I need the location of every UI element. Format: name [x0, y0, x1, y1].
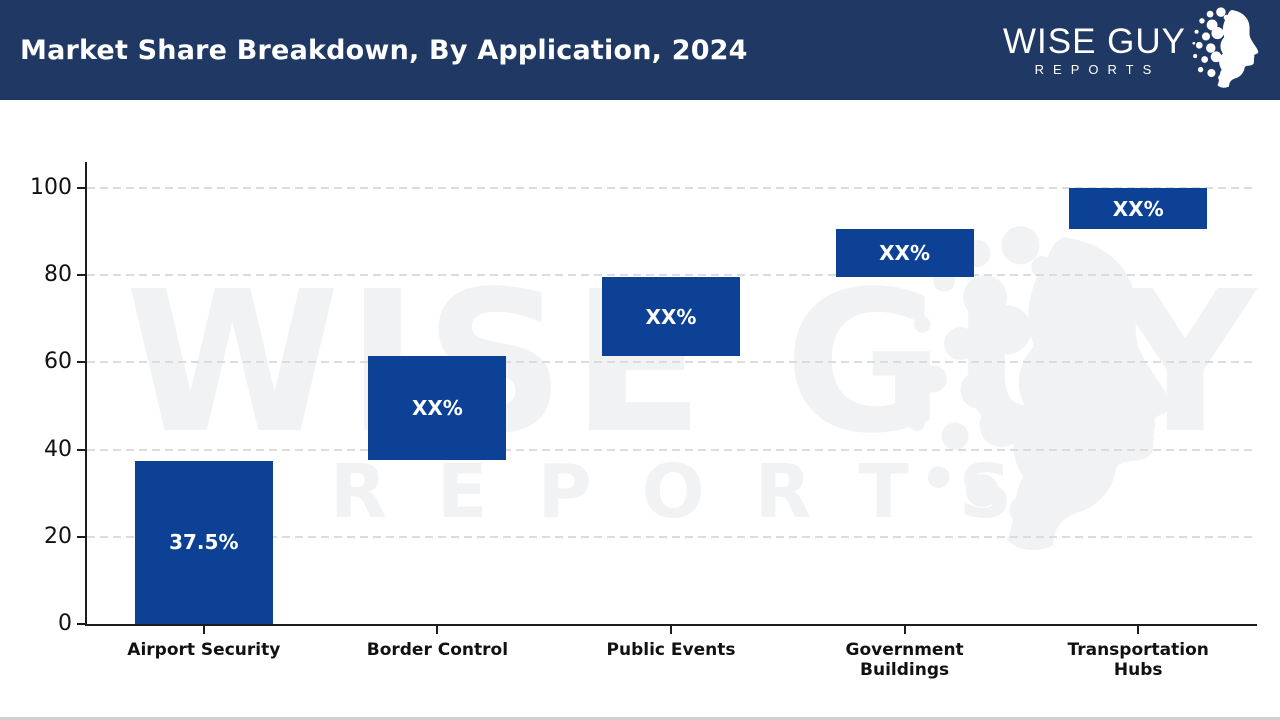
- bar-value-label-airport-security: 37.5%: [169, 530, 239, 555]
- x-label-transportation-hubs: Transportation Hubs: [1067, 640, 1209, 680]
- logo-text: WISE GUY REPORTS: [1003, 24, 1186, 76]
- y-tick-label-100: 100: [30, 175, 72, 200]
- y-tick-20: [77, 535, 85, 538]
- y-tick-label-0: 0: [58, 611, 72, 636]
- x-label-government-buildings: Government Buildings: [845, 640, 964, 680]
- y-tick-0: [77, 623, 85, 625]
- y-tick-100: [77, 187, 85, 189]
- gridline-20: [87, 535, 1255, 538]
- bar-transportation-hubs: XX%: [1069, 188, 1208, 230]
- gridline-80: [87, 274, 1255, 277]
- logo-sub-text: REPORTS: [1034, 62, 1161, 77]
- header-band: Market Share Breakdown, By Application, …: [0, 0, 1280, 100]
- y-tick-60: [77, 361, 85, 364]
- logo-head-profile-icon: [1192, 7, 1259, 88]
- bar-government-buildings: XX%: [835, 229, 974, 278]
- x-tick-border-control: [436, 626, 439, 634]
- watermark-sub-text: REPORTS: [330, 449, 1063, 535]
- bar-airport-security: 37.5%: [134, 460, 273, 624]
- x-tick-transportation-hubs: [1137, 626, 1140, 634]
- bar-value-label-government-buildings: XX%: [879, 241, 931, 266]
- y-tick-40: [77, 448, 85, 451]
- x-axis-line: [85, 624, 1257, 626]
- page-title: Market Share Breakdown, By Application, …: [20, 34, 748, 66]
- logo-brand-text: WISE GUY: [1002, 22, 1186, 61]
- y-tick-label-60: 60: [44, 349, 72, 375]
- x-tick-public-events: [670, 626, 672, 634]
- y-tick-80: [77, 274, 85, 277]
- bar-border-control: XX%: [368, 355, 507, 461]
- bar-public-events: XX%: [602, 277, 740, 356]
- y-tick-label-80: 80: [44, 262, 72, 288]
- x-label-border-control: Border Control: [366, 640, 509, 660]
- x-tick-government-buildings: [903, 626, 906, 634]
- x-label-public-events: Public Events: [606, 640, 736, 660]
- wise-guy-reports-logo: WISE GUY REPORTS: [1003, 4, 1266, 96]
- y-tick-label-20: 20: [44, 523, 72, 549]
- gridline-40: [87, 448, 1255, 451]
- y-axis-line: [85, 162, 87, 626]
- y-tick-label-40: 40: [44, 436, 72, 462]
- bar-value-label-border-control: XX%: [411, 396, 463, 421]
- x-label-airport-security: Airport Security: [127, 640, 281, 660]
- gridline-60: [87, 361, 1255, 364]
- bar-value-label-public-events: XX%: [645, 304, 697, 329]
- bar-value-label-transportation-hubs: XX%: [1112, 196, 1164, 221]
- gridline-100: [87, 187, 1255, 189]
- x-tick-airport-security: [202, 626, 205, 634]
